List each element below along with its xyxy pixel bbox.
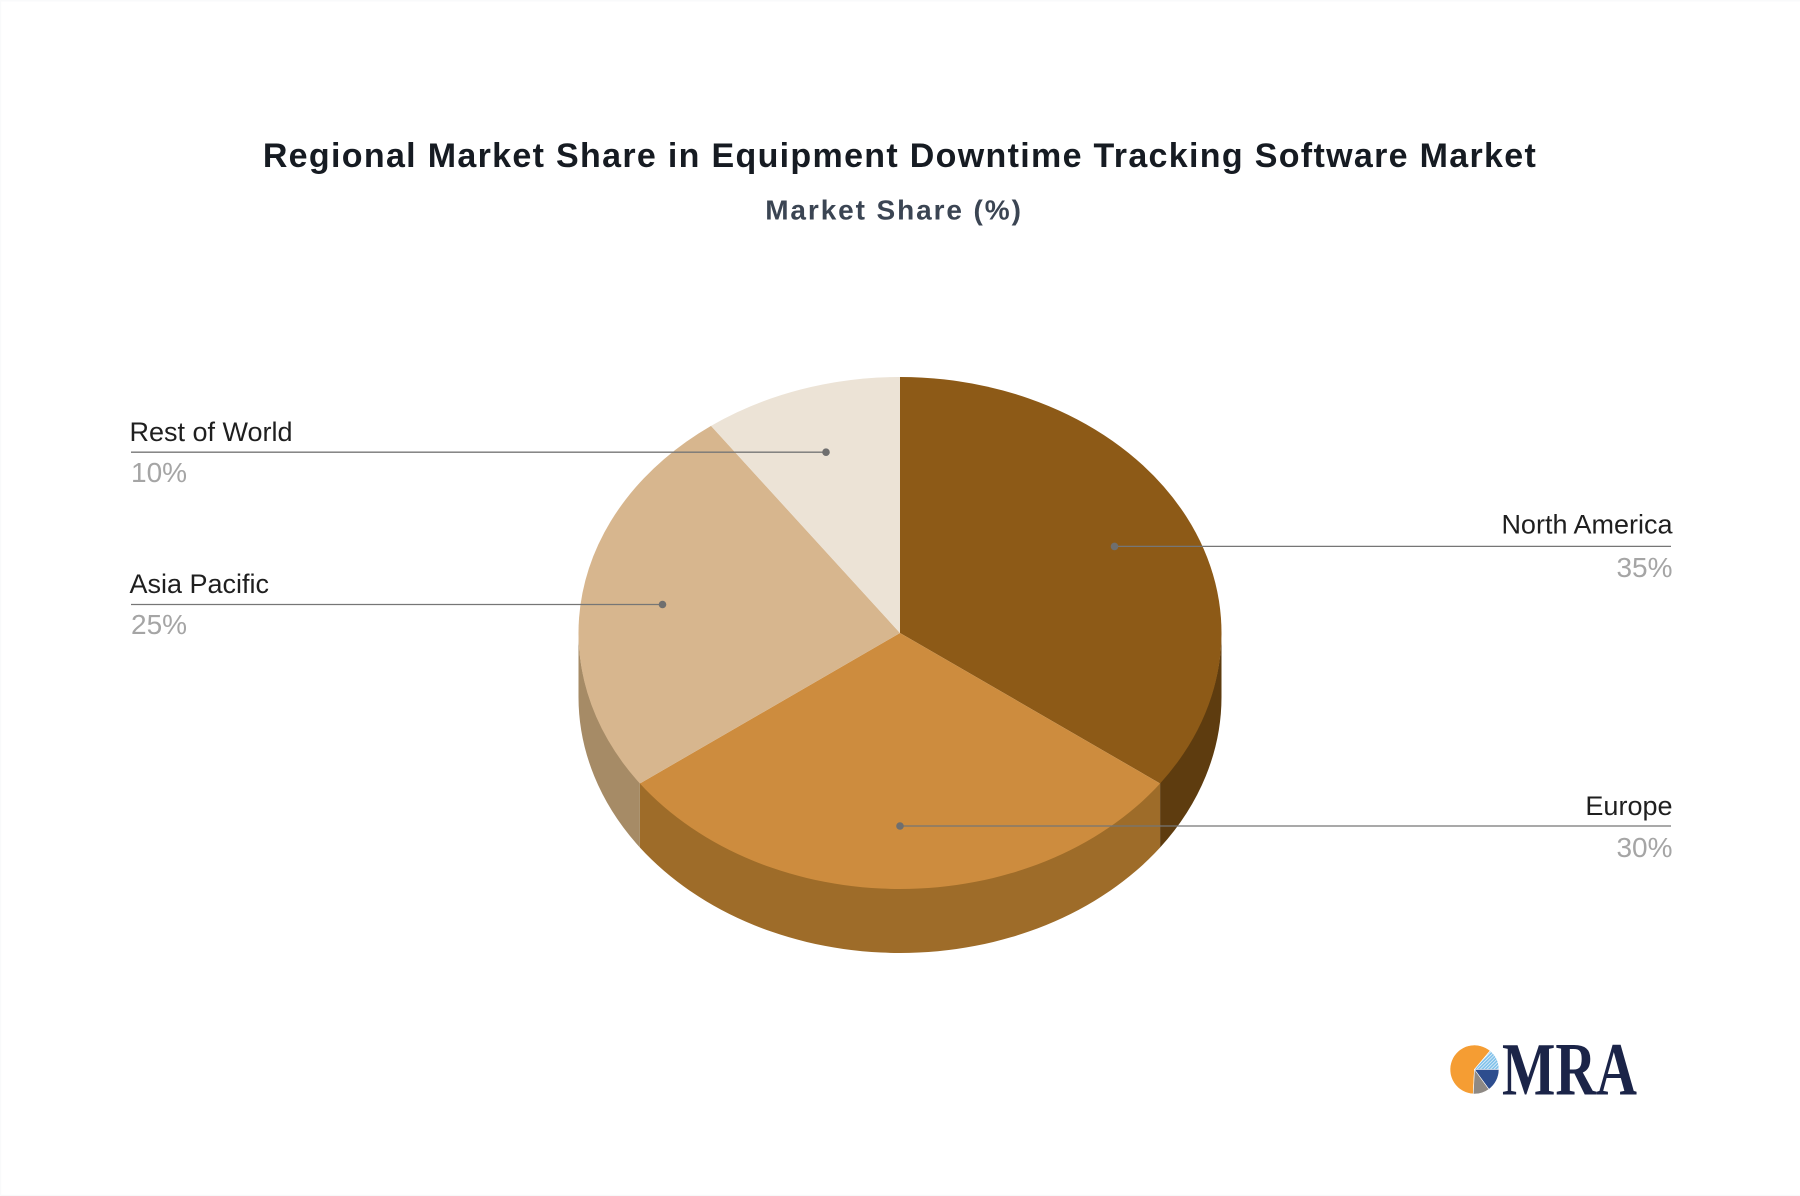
svg-text:MRA: MRA: [1502, 1028, 1637, 1111]
svg-text:Regional Market Share in Equip: Regional Market Share in Equipment Downt…: [263, 137, 1537, 175]
svg-text:Rest of World: Rest of World: [130, 417, 293, 447]
svg-text:35%: 35%: [1616, 552, 1672, 583]
svg-text:North America: North America: [1501, 510, 1673, 540]
svg-text:Europe: Europe: [1585, 791, 1672, 821]
svg-text:10%: 10%: [131, 457, 187, 488]
svg-text:Asia Pacific: Asia Pacific: [130, 569, 270, 599]
svg-text:30%: 30%: [1616, 832, 1672, 863]
svg-text:Market Share (%): Market Share (%): [765, 195, 1023, 226]
svg-text:25%: 25%: [131, 609, 187, 640]
